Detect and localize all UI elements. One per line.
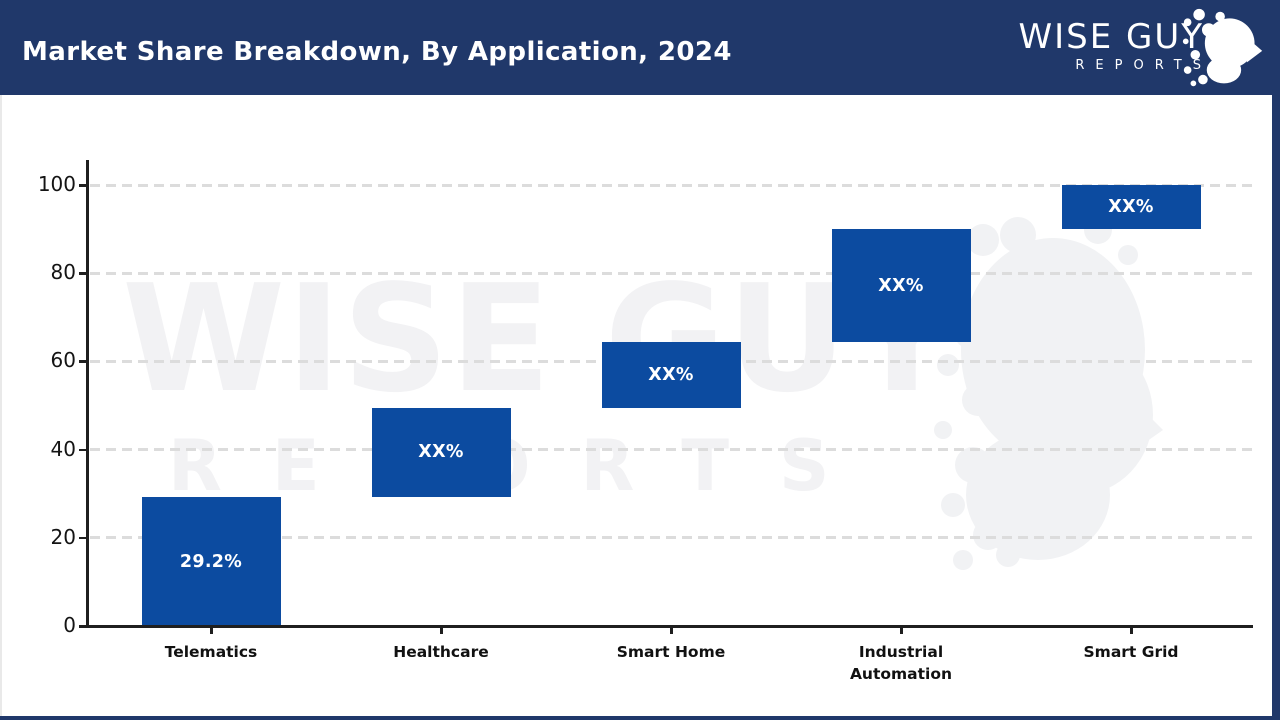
left-border xyxy=(0,95,2,716)
wise-guy-logo: WISE GUY REPORTS xyxy=(1010,6,1266,90)
category-label-smart-grid: Smart Grid xyxy=(1083,643,1179,661)
bar-value-label: 29.2% xyxy=(179,551,243,572)
y-tick xyxy=(79,625,87,628)
category-label-smart-home: Smart Home xyxy=(616,643,726,661)
y-tick xyxy=(79,272,87,275)
y-tick-label: 0 xyxy=(63,613,76,637)
chart-plot-area: WISE GUY REPORTS 0 20 40 60 80 100 29.2% Telema… xyxy=(0,95,1272,716)
header-bar: Market Share Breakdown, By Application, … xyxy=(0,0,1280,95)
y-tick xyxy=(79,536,87,540)
bar-value-label: XX% xyxy=(878,275,924,296)
gridline-100 xyxy=(90,183,1253,187)
bar-smart-grid: XX% xyxy=(1061,185,1201,230)
right-border xyxy=(1272,0,1280,720)
y-tick-label: 60 xyxy=(50,348,76,373)
page-title: Market Share Breakdown, By Application, … xyxy=(22,37,732,67)
y-tick-label: 80 xyxy=(50,260,76,285)
bar-value-label: XX% xyxy=(648,365,694,386)
watermark-subtext: REPORTS xyxy=(168,425,880,507)
bar-value-label: XX% xyxy=(1108,197,1154,218)
x-tick xyxy=(210,626,213,634)
gridline-40 xyxy=(90,448,1253,452)
bar-value-label: XX% xyxy=(418,442,464,463)
x-tick xyxy=(900,626,903,634)
bottom-border xyxy=(0,716,1280,720)
gridline-80 xyxy=(90,271,1253,275)
x-axis-line xyxy=(86,625,1253,628)
bar-smart-home: XX% xyxy=(601,342,741,408)
y-tick-label: 20 xyxy=(50,524,76,549)
y-tick xyxy=(79,184,87,187)
x-tick xyxy=(670,626,673,634)
bar-telematics: 29.2% xyxy=(141,497,281,626)
x-tick xyxy=(1130,626,1133,634)
gridline-20 xyxy=(90,536,1253,540)
category-label-telematics: Telematics xyxy=(164,643,258,661)
bar-industrial-automation: XX% xyxy=(831,229,971,343)
y-tick xyxy=(79,448,87,452)
y-tick-label: 40 xyxy=(50,436,76,461)
y-tick-label: 100 xyxy=(37,172,76,196)
logo-wordmark: WISE GUY xyxy=(1018,17,1204,57)
logo-face-icon xyxy=(1182,8,1263,87)
category-label-healthcare: Healthcare xyxy=(393,643,489,661)
y-axis-line xyxy=(86,160,89,627)
category-label-industrial-automation: Industrial Automation xyxy=(849,643,953,683)
y-tick xyxy=(79,360,87,363)
logo-subtext: REPORTS xyxy=(1075,57,1212,73)
watermark-wordmark: WISE GUY xyxy=(122,253,957,425)
x-tick xyxy=(440,626,443,634)
logo-text: WISE GUY REPORTS xyxy=(1018,17,1204,72)
bar-healthcare: XX% xyxy=(371,407,511,498)
